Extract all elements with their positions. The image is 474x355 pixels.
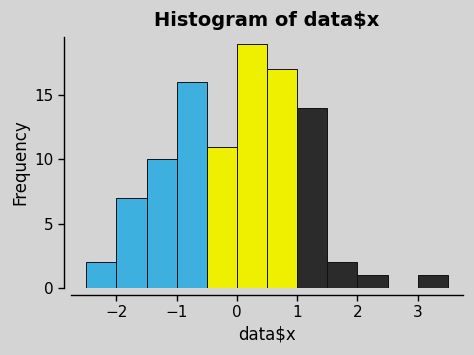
Bar <box>117 198 146 288</box>
Bar <box>86 262 117 288</box>
Bar <box>418 275 448 288</box>
Bar <box>297 108 328 288</box>
Bar <box>177 82 207 288</box>
Bar <box>237 44 267 288</box>
Bar <box>267 69 297 288</box>
Y-axis label: Frequency: Frequency <box>11 120 29 206</box>
Bar <box>207 147 237 288</box>
X-axis label: data$x: data$x <box>238 326 296 344</box>
Bar <box>328 262 357 288</box>
Title: Histogram of data$x: Histogram of data$x <box>155 11 380 30</box>
Bar <box>357 275 388 288</box>
Bar <box>146 159 177 288</box>
